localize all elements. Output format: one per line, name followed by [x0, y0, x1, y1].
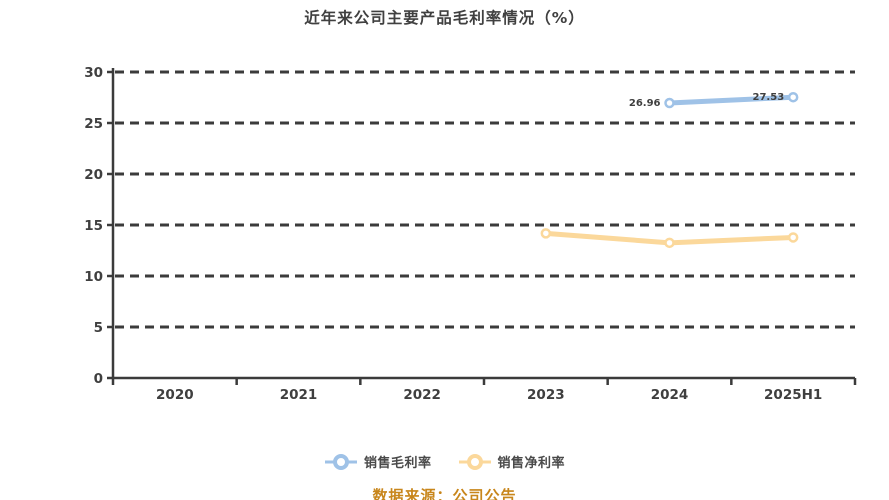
y-tick-label: 25	[84, 116, 103, 132]
x-tick-label: 2022	[403, 387, 441, 403]
chart-title: 近年来公司主要产品毛利率情况（%）	[304, 9, 585, 27]
legend-marker-icon	[458, 453, 491, 470]
y-tick-label: 15	[84, 218, 103, 234]
y-tick-label: 10	[84, 269, 103, 285]
y-tick-label: 30	[84, 65, 103, 81]
plot-area: 0 5 10 15 20 25 30 2020 2021 2022 2023 2024 2025H1 26…	[84, 65, 857, 403]
data-point[interactable]	[664, 237, 675, 249]
y-tick-label: 5	[94, 320, 103, 336]
series-line-0[interactable]	[667, 94, 796, 106]
data-point-label: 26.96	[629, 98, 661, 109]
data-point-label: 27.53	[753, 92, 785, 103]
legend: 销售毛利率 销售净利率	[0, 452, 889, 471]
legend-label: 销售毛利率	[363, 456, 432, 471]
source-caption: 数据来源：公司公告	[372, 487, 517, 500]
data-point[interactable]	[787, 91, 799, 103]
data-point[interactable]	[787, 232, 799, 243]
legend-item-1[interactable]: 销售净利率	[458, 452, 566, 471]
data-point[interactable]	[664, 97, 675, 109]
x-tick-label: 2020	[156, 387, 194, 403]
x-tick-label: 2024	[651, 387, 689, 403]
legend-marker-icon	[324, 453, 357, 470]
x-tick-label: 2021	[280, 387, 318, 403]
y-tick-label: 20	[84, 167, 103, 183]
x-tick-label: 2023	[527, 387, 565, 403]
legend-item-0[interactable]: 销售毛利率	[324, 452, 432, 471]
y-tick-label: 0	[94, 371, 103, 387]
legend-label: 销售净利率	[497, 456, 566, 471]
data-point[interactable]	[540, 228, 552, 239]
x-tick-label: 2025H1	[764, 387, 822, 403]
